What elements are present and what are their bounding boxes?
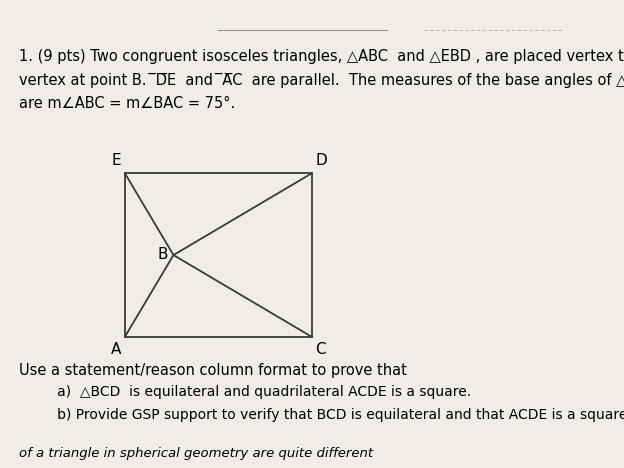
Text: a)  △BCD  is equilateral and quadrilateral ACDE is a square.: a) △BCD is equilateral and quadrilateral… <box>44 385 470 399</box>
Text: vertex at point B.  ̅D̅E  and  ̅A̅C  are parallel.  The measures of the base ang: vertex at point B. ̅D̅E and ̅A̅C are par… <box>19 73 624 88</box>
Text: Use a statement/reason column format to prove that: Use a statement/reason column format to … <box>19 363 407 378</box>
Text: b) Provide GSP support to verify that BCD is equilateral and that ACDE is a squa: b) Provide GSP support to verify that BC… <box>44 408 624 422</box>
Text: of a triangle in spherical geometry are quite different: of a triangle in spherical geometry are … <box>19 446 373 460</box>
Text: D: D <box>315 153 327 168</box>
Text: E: E <box>112 153 122 168</box>
Text: are m∠ABC = m∠BAC = 75°.: are m∠ABC = m∠BAC = 75°. <box>19 96 235 111</box>
Text: 1. (9 pts) Two congruent isosceles triangles, △ABC  and △EBD , are placed vertex: 1. (9 pts) Two congruent isosceles trian… <box>19 49 624 64</box>
Text: C: C <box>315 342 326 357</box>
Text: B: B <box>157 247 168 262</box>
Text: A: A <box>111 342 122 357</box>
